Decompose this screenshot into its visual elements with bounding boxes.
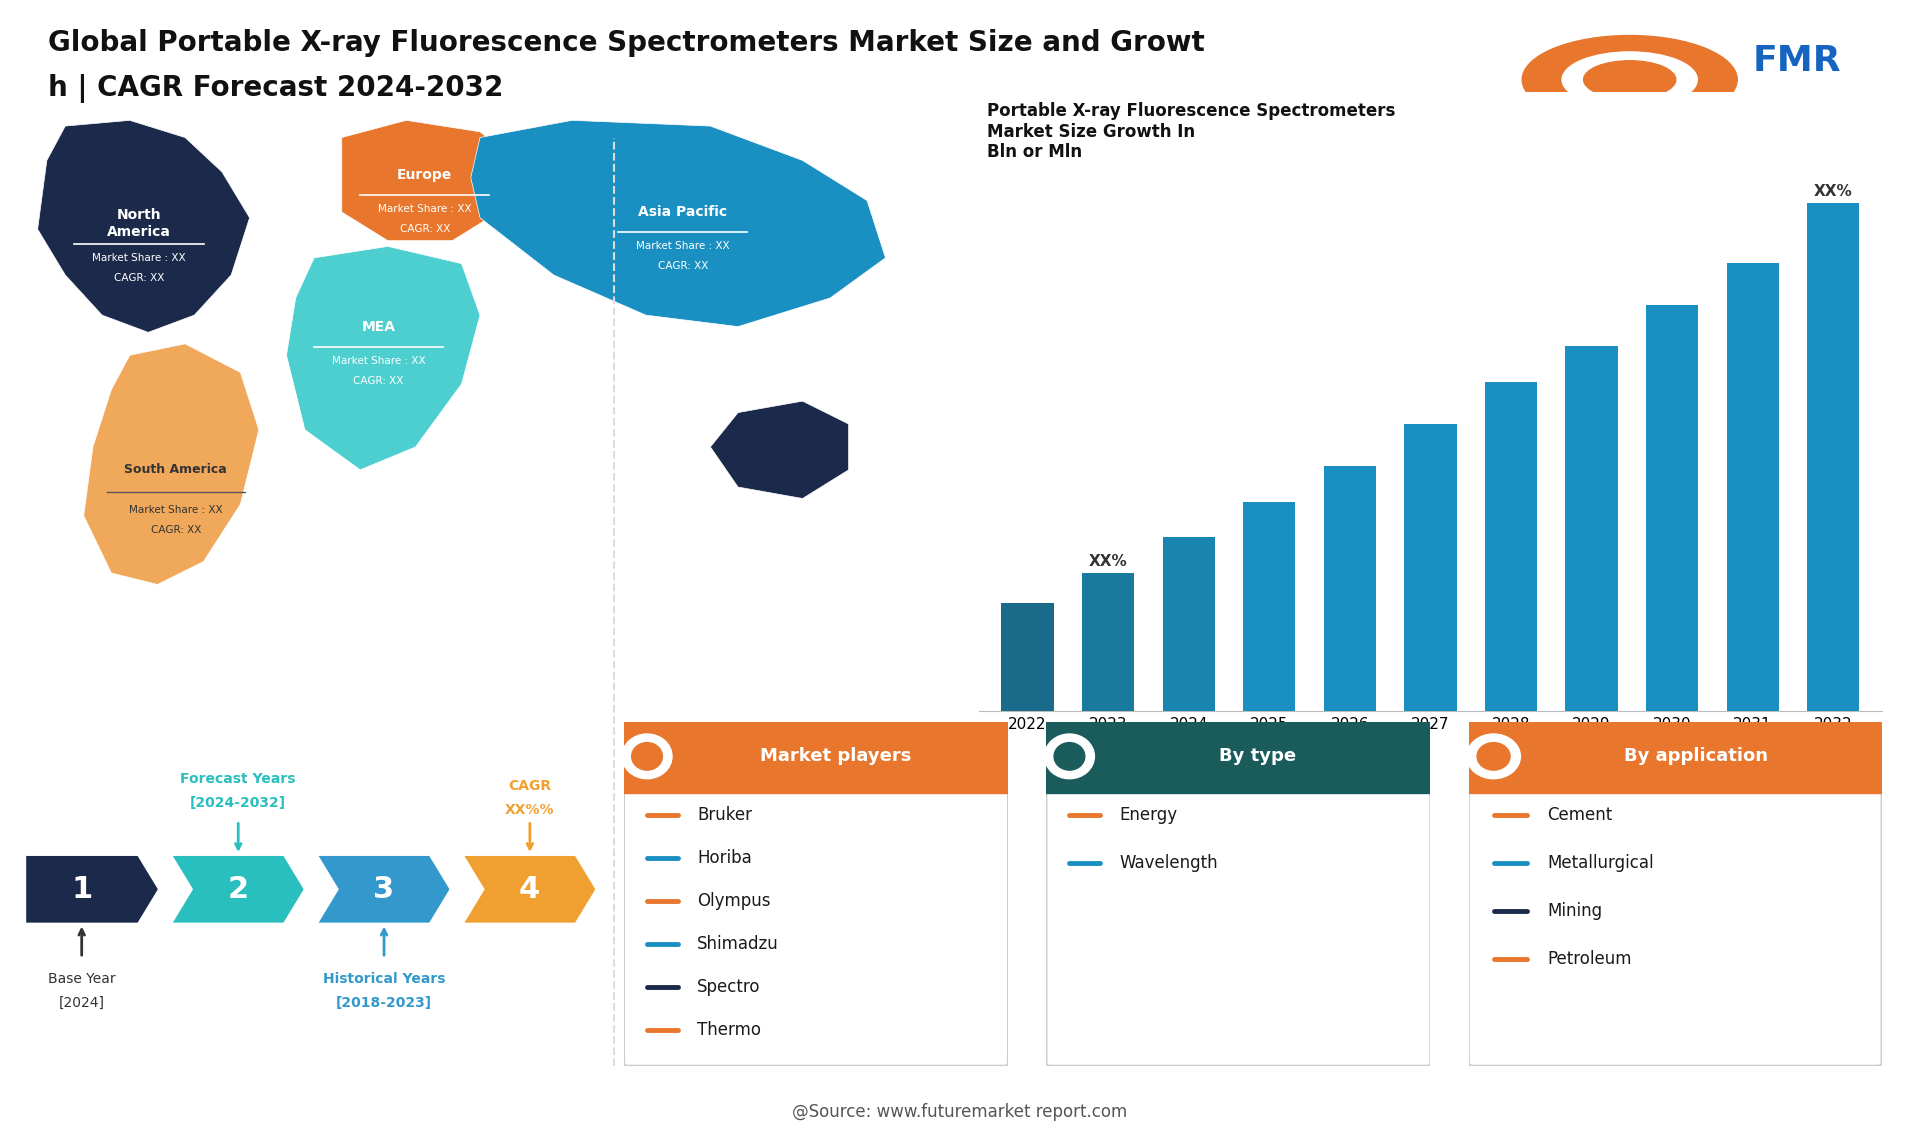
Polygon shape bbox=[342, 120, 516, 241]
Circle shape bbox=[1476, 743, 1509, 770]
Text: Thermo: Thermo bbox=[697, 1021, 760, 1038]
Text: Market Share : XX: Market Share : XX bbox=[332, 356, 426, 366]
Text: By type: By type bbox=[1219, 747, 1296, 766]
Bar bbox=[1484, 383, 1538, 711]
Text: Portable X-ray Fluorescence Spectrometers
Market Size Growth In
Bln or Mln: Portable X-ray Fluorescence Spectrometer… bbox=[987, 102, 1396, 162]
Text: MEA: MEA bbox=[361, 320, 396, 333]
Text: CAGR: XX: CAGR: XX bbox=[150, 525, 202, 535]
Bar bbox=[1645, 305, 1699, 711]
Bar bbox=[1242, 502, 1296, 711]
Text: Europe: Europe bbox=[397, 167, 453, 182]
Text: Market Share : XX: Market Share : XX bbox=[92, 253, 186, 262]
Bar bbox=[1807, 203, 1859, 711]
Text: XX%%: XX%% bbox=[505, 803, 555, 817]
Text: Asia Pacific: Asia Pacific bbox=[637, 205, 728, 219]
Text: XX%: XX% bbox=[1814, 185, 1853, 199]
Text: CAGR: XX: CAGR: XX bbox=[399, 225, 449, 234]
Text: Bruker: Bruker bbox=[697, 806, 753, 824]
Text: 4: 4 bbox=[518, 874, 540, 904]
Polygon shape bbox=[317, 855, 451, 924]
Text: 1: 1 bbox=[71, 874, 92, 904]
Text: [2024-2032]: [2024-2032] bbox=[190, 796, 286, 810]
Bar bbox=[1404, 424, 1457, 711]
Text: By application: By application bbox=[1624, 747, 1768, 766]
Text: Global Portable X-ray Fluorescence Spectrometers Market Size and Growt: Global Portable X-ray Fluorescence Spect… bbox=[48, 29, 1204, 56]
Text: CAGR: XX: CAGR: XX bbox=[657, 261, 708, 272]
Text: Mining: Mining bbox=[1548, 902, 1603, 920]
Text: Market Share : XX: Market Share : XX bbox=[378, 204, 472, 214]
Text: Wavelength: Wavelength bbox=[1119, 854, 1217, 872]
Polygon shape bbox=[470, 120, 885, 327]
Text: Historical Years: Historical Years bbox=[323, 972, 445, 986]
Text: 2: 2 bbox=[227, 874, 248, 904]
FancyBboxPatch shape bbox=[612, 719, 1020, 794]
Bar bbox=[1323, 465, 1377, 711]
Text: Cement: Cement bbox=[1548, 806, 1613, 824]
Circle shape bbox=[1467, 733, 1521, 779]
FancyBboxPatch shape bbox=[1457, 719, 1893, 794]
Text: Market players: Market players bbox=[760, 747, 910, 766]
Circle shape bbox=[1563, 52, 1697, 108]
Text: Olympus: Olympus bbox=[697, 892, 770, 910]
Text: CAGR: XX: CAGR: XX bbox=[353, 376, 403, 386]
Text: Market Share : XX: Market Share : XX bbox=[636, 242, 730, 251]
Text: CAGR: XX: CAGR: XX bbox=[113, 273, 165, 283]
Text: 3: 3 bbox=[372, 874, 394, 904]
Polygon shape bbox=[171, 855, 305, 924]
Polygon shape bbox=[463, 855, 597, 924]
Text: FMR: FMR bbox=[1753, 44, 1841, 78]
Polygon shape bbox=[286, 246, 480, 470]
Text: [2018-2023]: [2018-2023] bbox=[336, 996, 432, 1010]
Text: Petroleum: Petroleum bbox=[1548, 950, 1632, 968]
Circle shape bbox=[622, 733, 672, 779]
Text: XX%: XX% bbox=[1089, 555, 1127, 570]
Polygon shape bbox=[84, 344, 259, 584]
Text: South America: South America bbox=[125, 463, 227, 477]
Text: Energy: Energy bbox=[1119, 806, 1177, 824]
Text: Shimadzu: Shimadzu bbox=[697, 935, 780, 952]
FancyBboxPatch shape bbox=[1035, 719, 1442, 794]
Text: Horiba: Horiba bbox=[697, 849, 753, 866]
Text: FUTURE MARKET REPORT: FUTURE MARKET REPORT bbox=[1753, 96, 1876, 107]
Polygon shape bbox=[38, 120, 250, 332]
Circle shape bbox=[1054, 743, 1085, 770]
Bar bbox=[1162, 537, 1215, 711]
Text: CAGR: CAGR bbox=[509, 779, 551, 793]
Text: [2024]: [2024] bbox=[60, 996, 106, 1010]
Circle shape bbox=[632, 743, 662, 770]
Text: Metallurgical: Metallurgical bbox=[1548, 854, 1653, 872]
Text: North
America: North America bbox=[108, 209, 171, 238]
Circle shape bbox=[1584, 61, 1676, 99]
Bar bbox=[1726, 262, 1778, 711]
Text: Base Year: Base Year bbox=[48, 972, 115, 986]
Polygon shape bbox=[710, 401, 849, 499]
Text: Market Share : XX: Market Share : XX bbox=[129, 505, 223, 515]
Circle shape bbox=[1044, 733, 1094, 779]
Circle shape bbox=[1523, 36, 1738, 124]
Text: Spectro: Spectro bbox=[697, 978, 760, 996]
Bar bbox=[1002, 603, 1054, 711]
Bar bbox=[1083, 573, 1135, 711]
Polygon shape bbox=[25, 855, 159, 924]
Text: h | CAGR Forecast 2024-2032: h | CAGR Forecast 2024-2032 bbox=[48, 74, 503, 103]
Text: Forecast Years: Forecast Years bbox=[180, 772, 296, 786]
Bar bbox=[1565, 346, 1619, 711]
Text: @Source: www.futuremarket report.com: @Source: www.futuremarket report.com bbox=[793, 1104, 1127, 1121]
